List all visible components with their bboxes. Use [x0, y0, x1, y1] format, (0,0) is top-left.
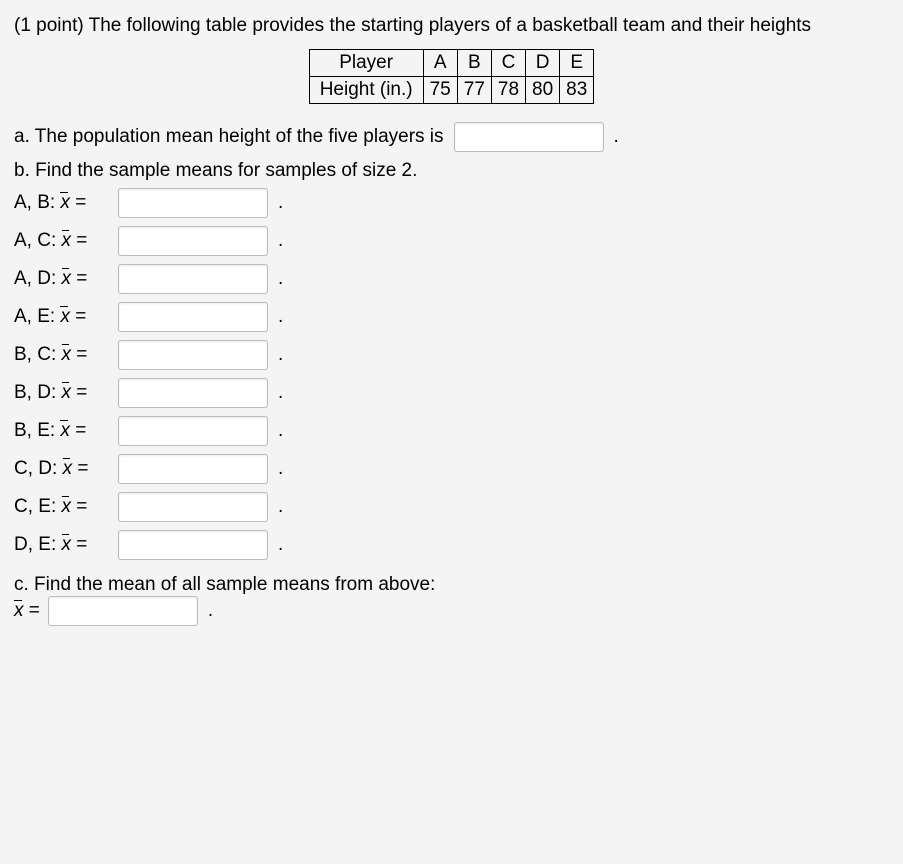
answer-input-sample[interactable]: [118, 226, 268, 256]
xbar-symbol: x: [62, 268, 72, 290]
xbar-symbol: x: [62, 230, 72, 252]
answer-input-sample[interactable]: [118, 416, 268, 446]
pair-text: D, E: [14, 534, 51, 555]
answer-input-sample[interactable]: [118, 530, 268, 560]
table-cell: D: [526, 49, 560, 76]
xbar-symbol: x: [60, 420, 70, 442]
answer-input-sample[interactable]: [118, 454, 268, 484]
period: .: [278, 230, 283, 252]
sample-row: A, B: x =.: [14, 188, 889, 218]
table-cell: 80: [526, 76, 560, 103]
table-cell: E: [560, 49, 594, 76]
part-b-text: b. Find the sample means for samples of …: [14, 160, 889, 182]
part-a-text: a. The population mean height of the fiv…: [14, 126, 444, 148]
period: .: [278, 496, 283, 518]
sample-label: B, D: x =: [14, 382, 118, 404]
equals: =: [71, 496, 87, 517]
xbar-symbol: x: [62, 534, 72, 556]
equals: =: [70, 306, 86, 327]
equals: =: [70, 192, 86, 213]
sample-row: A, D: x =.: [14, 264, 889, 294]
pair-text: B, E: [14, 420, 50, 441]
sample-row: B, E: x =.: [14, 416, 889, 446]
table-cell: 75: [423, 76, 457, 103]
pair-text: A, B: [14, 192, 50, 213]
xbar-symbol: x: [62, 496, 72, 518]
answer-input-sample[interactable]: [118, 188, 268, 218]
xbar-symbol: x: [14, 600, 24, 622]
part-a: a. The population mean height of the fiv…: [14, 122, 889, 152]
xbar-symbol: x: [60, 306, 70, 328]
sample-label: B, E: x =: [14, 420, 118, 442]
table-row: Height (in.) 75 77 78 80 83: [309, 76, 594, 103]
equals: =: [71, 382, 87, 403]
answer-input-sample[interactable]: [118, 302, 268, 332]
equals: =: [71, 230, 87, 251]
pair-text: B, D: [14, 382, 51, 403]
xbar-symbol: x: [62, 344, 72, 366]
period: .: [208, 600, 213, 622]
table-cell: B: [457, 49, 491, 76]
part-c-label: x =: [14, 600, 40, 622]
equals: =: [72, 458, 88, 479]
pair-text: C, D: [14, 458, 52, 479]
sample-label: D, E: x =: [14, 534, 118, 556]
xbar-symbol: x: [62, 382, 72, 404]
period: .: [278, 458, 283, 480]
period: .: [278, 306, 283, 328]
table-cell: 78: [491, 76, 525, 103]
period: .: [278, 344, 283, 366]
table-cell: C: [491, 49, 525, 76]
equals: =: [71, 344, 87, 365]
period: .: [278, 534, 283, 556]
equals: =: [24, 600, 40, 621]
answer-input-sample[interactable]: [118, 492, 268, 522]
answer-input-sample[interactable]: [118, 340, 268, 370]
pair-text: C, E: [14, 496, 51, 517]
answer-input-sample[interactable]: [118, 264, 268, 294]
sample-label: C, E: x =: [14, 496, 118, 518]
heights-table: Player A B C D E Height (in.) 75 77 78 8…: [309, 49, 595, 104]
sample-row: B, C: x =.: [14, 340, 889, 370]
equals: =: [70, 420, 86, 441]
sample-label: A, B: x =: [14, 192, 118, 214]
table-cell: Player: [309, 49, 423, 76]
answer-input-sample[interactable]: [118, 378, 268, 408]
sample-row: A, E: x =.: [14, 302, 889, 332]
period: .: [278, 382, 283, 404]
answer-input-mean[interactable]: [454, 122, 604, 152]
sample-row: C, E: x =.: [14, 492, 889, 522]
sample-label: A, E: x =: [14, 306, 118, 328]
period: .: [278, 268, 283, 290]
table-row: Player A B C D E: [309, 49, 594, 76]
table-cell: Height (in.): [309, 76, 423, 103]
table-cell: 77: [457, 76, 491, 103]
period: .: [614, 126, 619, 148]
part-c-text: c. Find the mean of all sample means fro…: [14, 574, 889, 596]
period: .: [278, 420, 283, 442]
sample-label: A, C: x =: [14, 230, 118, 252]
equals: =: [71, 534, 87, 555]
table-cell: 83: [560, 76, 594, 103]
sample-label: B, C: x =: [14, 344, 118, 366]
xbar-symbol: x: [60, 192, 70, 214]
sample-label: C, D: x =: [14, 458, 118, 480]
pair-text: B, C: [14, 344, 51, 365]
pair-text: A, C: [14, 230, 51, 251]
pair-text: A, E: [14, 306, 50, 327]
sample-row: A, C: x =.: [14, 226, 889, 256]
part-c: c. Find the mean of all sample means fro…: [14, 574, 889, 626]
sample-row: D, E: x =.: [14, 530, 889, 560]
pair-text: A, D: [14, 268, 51, 289]
equals: =: [71, 268, 87, 289]
table-cell: A: [423, 49, 457, 76]
answer-input-mean-of-means[interactable]: [48, 596, 198, 626]
sample-label: A, D: x =: [14, 268, 118, 290]
period: .: [278, 192, 283, 214]
sample-row: C, D: x =.: [14, 454, 889, 484]
xbar-symbol: x: [63, 458, 73, 480]
question-intro: (1 point) The following table provides t…: [14, 12, 889, 41]
sample-row: B, D: x =.: [14, 378, 889, 408]
